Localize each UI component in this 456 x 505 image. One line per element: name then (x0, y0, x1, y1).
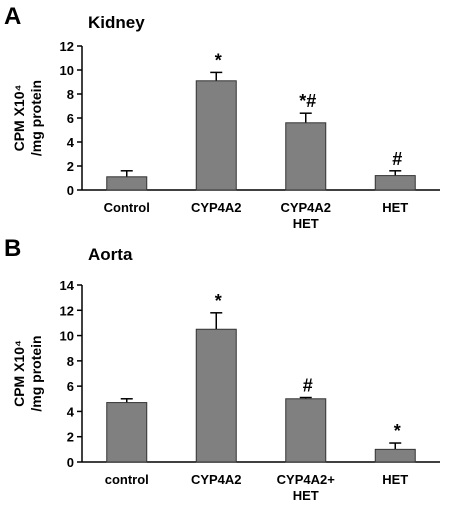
y-tick-label: 12 (60, 39, 74, 54)
bar (285, 122, 327, 191)
y-tick-label: 0 (67, 183, 74, 198)
panel-label: A (4, 3, 21, 30)
y-tick-label: 8 (67, 354, 74, 369)
bar (285, 398, 327, 463)
significance-mark: * (215, 50, 222, 70)
bar (106, 402, 148, 463)
y-axis-label-line: /mg protein (28, 335, 44, 411)
bar (106, 176, 148, 191)
bar (374, 448, 416, 463)
x-tick-label: CYP4A2 (191, 472, 242, 487)
y-axis-label-line: CPM X10⁴ (11, 340, 27, 407)
significance-mark: # (303, 376, 313, 396)
x-tick-label: CYP4A2 HET (280, 200, 331, 231)
x-tick-label: CYP4A2+ HET (277, 472, 336, 500)
y-tick-label: 4 (67, 404, 75, 419)
bar (374, 175, 416, 191)
x-tick-label: control (105, 472, 149, 487)
y-tick-label: 2 (67, 430, 74, 445)
x-tick-label-line: CYP4A2 (280, 200, 331, 215)
y-tick-label: 8 (67, 87, 74, 102)
x-tick-label: HET (382, 200, 408, 215)
significance-mark: * (394, 421, 401, 441)
y-axis-label: CPM X10⁴/mg protein (11, 335, 44, 411)
chart-title: Kidney (88, 13, 145, 32)
y-tick-label: 12 (60, 303, 74, 318)
y-tick-label: 2 (67, 159, 74, 174)
x-tick-label-line: CYP4A2+ (277, 472, 336, 487)
x-tick-label: Control (104, 200, 150, 215)
y-tick-label: 10 (60, 63, 74, 78)
chart-title: Aorta (88, 245, 133, 264)
y-tick-label: 6 (67, 111, 74, 126)
significance-mark: *# (299, 91, 316, 111)
x-tick-label-line: HET (293, 216, 319, 231)
y-axis-label-line: /mg protein (28, 80, 44, 156)
y-axis-label-line: CPM X10⁴ (11, 85, 27, 152)
y-tick-label: 10 (60, 329, 74, 344)
x-tick-label: CYP4A2 (191, 200, 242, 215)
y-tick-label: 0 (67, 455, 74, 470)
bar (195, 328, 237, 463)
significance-mark: # (392, 149, 402, 169)
x-tick-label: HET (382, 472, 408, 487)
significance-mark: * (215, 291, 222, 311)
y-axis-label: CPM X10⁴/mg protein (11, 80, 44, 156)
bar (195, 80, 237, 191)
y-tick-label: 6 (67, 379, 74, 394)
y-tick-label: 14 (60, 278, 75, 293)
panel-label: B (4, 235, 21, 262)
y-tick-label: 4 (67, 135, 75, 150)
x-tick-label-line: HET (293, 488, 319, 500)
